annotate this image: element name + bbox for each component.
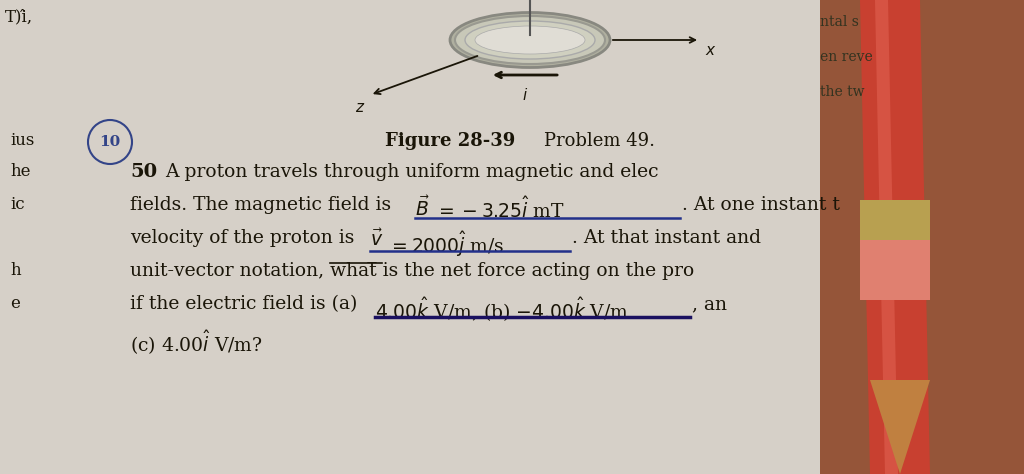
Text: z: z	[355, 100, 362, 115]
Text: en reve: en reve	[820, 50, 872, 64]
Text: i: i	[523, 88, 527, 103]
Ellipse shape	[465, 21, 595, 59]
Text: x: x	[705, 43, 714, 58]
Text: . At that instant and: . At that instant and	[572, 229, 761, 247]
Text: velocity of the proton is: velocity of the proton is	[130, 229, 360, 247]
Ellipse shape	[450, 12, 610, 67]
Text: T)î,: T)î,	[5, 8, 33, 25]
Text: if the electric field is (a): if the electric field is (a)	[130, 295, 364, 313]
Text: , an: , an	[692, 295, 727, 313]
Text: $4.00\hat{k}$ V/m, (b) $-4.00\hat{k}$ V/m: $4.00\hat{k}$ V/m, (b) $-4.00\hat{k}$ V/…	[375, 295, 629, 324]
Text: fields. The magnetic field is: fields. The magnetic field is	[130, 196, 397, 214]
Text: e: e	[10, 295, 19, 312]
Text: $\vec{v}$: $\vec{v}$	[370, 229, 383, 250]
Text: he: he	[10, 163, 31, 180]
Text: A proton travels through uniform magnetic and elec: A proton travels through uniform magneti…	[165, 163, 658, 181]
Polygon shape	[820, 0, 1024, 474]
Ellipse shape	[455, 16, 605, 64]
Polygon shape	[860, 0, 930, 474]
Text: ius: ius	[10, 132, 35, 149]
Polygon shape	[874, 0, 898, 474]
Text: Figure 28-39: Figure 28-39	[385, 132, 515, 150]
Text: ntal s: ntal s	[820, 15, 859, 29]
Text: 50: 50	[130, 163, 157, 181]
Text: Problem 49.: Problem 49.	[545, 132, 655, 150]
Text: $= -3.25\hat{i}$ mT: $= -3.25\hat{i}$ mT	[435, 196, 565, 222]
Text: the tw: the tw	[820, 85, 864, 99]
Bar	[860, 200, 930, 240]
Text: $= 2000\hat{j}$ m/s: $= 2000\hat{j}$ m/s	[388, 229, 505, 259]
Text: . At one instant t: . At one instant t	[682, 196, 840, 214]
Text: ic: ic	[10, 196, 25, 213]
Ellipse shape	[475, 26, 585, 54]
Text: $\vec{B}$: $\vec{B}$	[415, 196, 429, 220]
Polygon shape	[870, 380, 930, 474]
Bar	[860, 240, 930, 300]
Text: h: h	[10, 262, 20, 279]
Text: (c) 4.00$\hat{i}$ V/m?: (c) 4.00$\hat{i}$ V/m?	[130, 328, 263, 357]
Text: 10: 10	[99, 135, 121, 149]
Text: unit-vector notation, what̅ is the net force acting on the pro: unit-vector notation, what̅ is the net f…	[130, 262, 694, 280]
